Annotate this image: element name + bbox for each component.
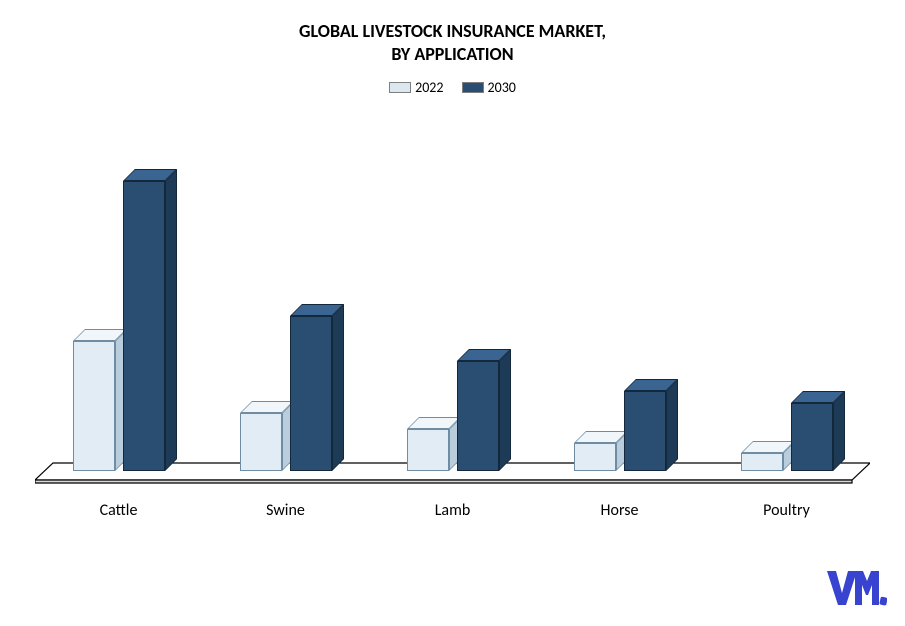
bar-front <box>791 403 833 471</box>
x-label-swine: Swine <box>202 501 369 520</box>
legend: 2022 2030 <box>0 79 905 96</box>
bar-front <box>624 391 666 471</box>
bar-group-swine <box>202 151 369 471</box>
bar-front <box>290 316 332 471</box>
x-label-poultry: Poultry <box>703 501 870 520</box>
x-label-cattle: Cattle <box>35 501 202 520</box>
bar-cattle-2030 <box>123 181 165 471</box>
bar-front <box>574 443 616 471</box>
title-line-1: GLOBAL LIVESTOCK INSURANCE MARKET, <box>0 20 905 43</box>
title-line-2: BY APPLICATION <box>0 43 905 66</box>
legend-swatch-2030 <box>462 82 484 93</box>
chart-title: GLOBAL LIVESTOCK INSURANCE MARKET, BY AP… <box>0 0 905 67</box>
bar-cattle-2022 <box>73 341 115 471</box>
bar-front <box>240 413 282 471</box>
legend-swatch-2022 <box>389 82 411 93</box>
bar-swine-2022 <box>240 413 282 471</box>
bar-front <box>407 429 449 471</box>
bar-group-cattle <box>35 151 202 471</box>
bar-lamb-2022 <box>407 429 449 471</box>
legend-item-2030: 2030 <box>462 79 516 96</box>
bar-horse-2030 <box>624 391 666 471</box>
legend-item-2022: 2022 <box>389 79 443 96</box>
bar-group-lamb <box>369 151 536 471</box>
chart-area: CattleSwineLambHorsePoultry <box>35 140 870 520</box>
legend-label-2022: 2022 <box>415 79 443 96</box>
x-label-horse: Horse <box>536 501 703 520</box>
x-label-lamb: Lamb <box>369 501 536 520</box>
bar-side <box>666 379 678 471</box>
bar-swine-2030 <box>290 316 332 471</box>
bar-front <box>73 341 115 471</box>
bar-poultry-2030 <box>791 403 833 471</box>
bars-container <box>35 151 870 471</box>
bar-front <box>741 453 783 471</box>
bar-side <box>499 349 511 471</box>
bar-front <box>457 361 499 471</box>
vm-logo-icon <box>825 567 887 612</box>
bar-horse-2022 <box>574 443 616 471</box>
bar-side <box>332 304 344 471</box>
bar-poultry-2022 <box>741 453 783 471</box>
bar-side <box>833 391 845 471</box>
floor-front <box>35 480 852 483</box>
bar-group-horse <box>536 151 703 471</box>
bar-front <box>123 181 165 471</box>
x-axis-labels: CattleSwineLambHorsePoultry <box>35 501 870 520</box>
legend-label-2030: 2030 <box>488 79 516 96</box>
bar-side <box>165 169 177 471</box>
bar-group-poultry <box>703 151 870 471</box>
bar-lamb-2030 <box>457 361 499 471</box>
